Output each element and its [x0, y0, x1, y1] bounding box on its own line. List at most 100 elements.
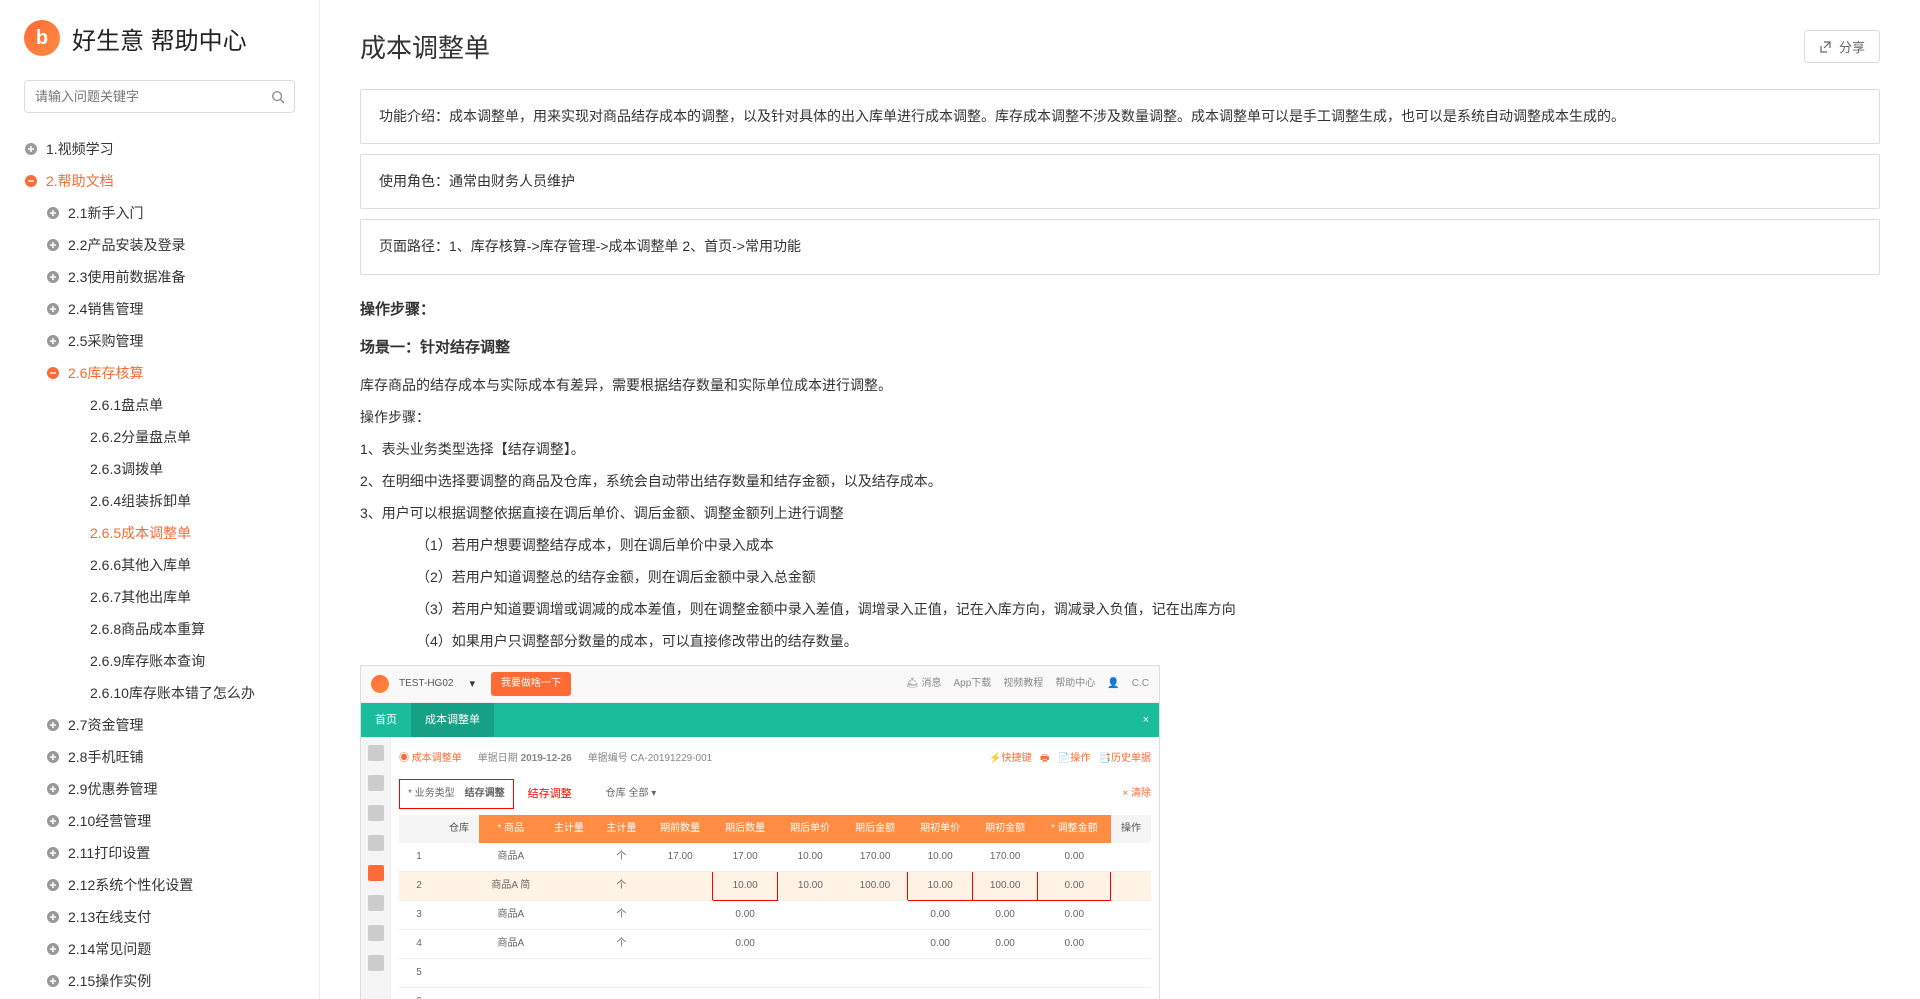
mock-table: 仓库* 商品主计量主计量期前数量期后数量期后单价期后金额期初单价期初金额* 调整…: [399, 815, 1151, 999]
mock-org: TEST-HG02: [399, 674, 453, 694]
plus-icon: [24, 142, 38, 156]
nav-2-6[interactable]: 2.6库存核算: [46, 357, 295, 389]
path-box: 页面路径：1、库存核算->库存管理->成本调整单 2、首页->常用功能: [360, 219, 1880, 274]
nav-2-6-9[interactable]: 2.6.9库存账本查询: [90, 645, 295, 677]
mock-cell: [1111, 958, 1151, 987]
mock-row: 1商品A个17.0017.0010.00170.0010.00170.000.0…: [399, 843, 1151, 872]
plus-icon: [46, 942, 60, 956]
mock-biztype-redbox: * 业务类型 结存调整: [399, 779, 514, 809]
nav-2-6-3[interactable]: 2.6.3调拨单: [90, 453, 295, 485]
mock-cell: 个: [595, 900, 648, 929]
nav-2-8[interactable]: 2.8手机旺铺: [46, 741, 295, 773]
mock-cell: [1111, 871, 1151, 900]
nav-2-7[interactable]: 2.7资金管理: [46, 709, 295, 741]
mock-cell: [595, 987, 648, 999]
nav-2-1[interactable]: 2.1新手入门: [46, 197, 295, 229]
nav-2-9[interactable]: 2.9优惠券管理: [46, 773, 295, 805]
nav-2-6-5[interactable]: 2.6.5成本调整单: [90, 517, 295, 549]
sub2: （2）若用户知道调整总的结存金额，则在调后金额中录入总金额: [360, 563, 1880, 591]
role-box: 使用角色：通常由财务人员维护: [360, 154, 1880, 209]
nav-2-2[interactable]: 2.2产品安装及登录: [46, 229, 295, 261]
mock-cell: [1111, 843, 1151, 872]
nav-2-6-4[interactable]: 2.6.4组装拆卸单: [90, 485, 295, 517]
path-text: 1、库存核算->库存管理->成本调整单 2、首页->常用功能: [449, 238, 801, 254]
nav-2-6-7[interactable]: 2.6.7其他出库单: [90, 581, 295, 613]
mock-cell: [439, 871, 479, 900]
nav-2-6-1[interactable]: 2.6.1盘点单: [90, 389, 295, 421]
nav-2-15[interactable]: 2.15操作实例: [46, 965, 295, 997]
content-block: 操作步骤： 场景一：针对结存调整 库存商品的结存成本与实际成本有差异，需要根据结…: [360, 295, 1880, 999]
steps2-label: 操作步骤：: [360, 403, 1880, 431]
mock-cell: 0.00: [713, 900, 778, 929]
mock-cell: [778, 929, 843, 958]
intro-box: 功能介绍：成本调整单，用来实现对商品结存成本的调整，以及针对具体的出入库单进行成…: [360, 89, 1880, 144]
mock-topbar: TEST-HG02 ▾ 我要做啥一下 🛎 消息 App下载 视频教程 帮助中心 …: [361, 666, 1159, 703]
scene1-desc: 库存商品的结存成本与实际成本有差异，需要根据结存数量和实际单位成本进行调整。: [360, 371, 1880, 399]
plus-icon: [46, 302, 60, 316]
mock-cell: [595, 958, 648, 987]
mock-cell: [843, 900, 908, 929]
mock-th: 主计量: [595, 815, 648, 843]
page-title: 成本调整单: [360, 28, 490, 65]
nav-item-docs[interactable]: 2.帮助文档: [24, 165, 295, 197]
mock-side-icon: [368, 955, 384, 971]
nav-2-12[interactable]: 2.12系统个性化设置: [46, 869, 295, 901]
logo-row: b 好生意 帮助中心: [24, 20, 295, 56]
mock-body: ◉ 成本调整单 单据日期 2019-12-26 单据编号 CA-20191229…: [361, 737, 1159, 999]
plus-icon: [46, 270, 60, 284]
nav-2-3[interactable]: 2.3使用前数据准备: [46, 261, 295, 293]
mock-cell: [713, 958, 778, 987]
mock-cell: [543, 900, 596, 929]
mock-row: 5: [399, 958, 1151, 987]
mock-cell: 10.00: [908, 871, 973, 900]
share-button[interactable]: 分享: [1804, 30, 1880, 63]
sub4: （4）如果用户只调整部分数量的成本，可以直接修改带出的结存数量。: [360, 627, 1880, 655]
mock-bell-icon: 🛎 消息: [906, 674, 941, 694]
mock-th: 期初单价: [908, 815, 973, 843]
mock-close-icon: ×: [1133, 703, 1159, 737]
mock-cell: 0.00: [1038, 929, 1111, 958]
nav-2-4[interactable]: 2.4销售管理: [46, 293, 295, 325]
plus-icon: [46, 782, 60, 796]
nav-2-11[interactable]: 2.11打印设置: [46, 837, 295, 869]
search-input[interactable]: [24, 80, 295, 113]
nav-2-6-2[interactable]: 2.6.2分量盘点单: [90, 421, 295, 453]
nav-2-6-6[interactable]: 2.6.6其他入库单: [90, 549, 295, 581]
mock-cell: 商品A: [479, 929, 543, 958]
mock-cell: [648, 929, 713, 958]
nav-children-docs: 2.1新手入门 2.2产品安装及登录 2.3使用前数据准备 2.4销售管理 2.…: [24, 197, 295, 997]
scene1-title: 场景一：针对结存调整: [360, 333, 1880, 363]
role-label: 使用角色：: [379, 173, 449, 189]
step3: 3、用户可以根据调整依据直接在调后单价、调后金额、调整金额列上进行调整: [360, 499, 1880, 527]
mock-cell: [439, 900, 479, 929]
mock-th: 期后单价: [778, 815, 843, 843]
nav-2-5[interactable]: 2.5采购管理: [46, 325, 295, 357]
path-label: 页面路径：: [379, 238, 449, 254]
mock-th: 期后数量: [713, 815, 778, 843]
nav-2-14[interactable]: 2.14常见问题: [46, 933, 295, 965]
mock-cell: 2: [399, 871, 439, 900]
search-icon[interactable]: [271, 90, 285, 104]
mock-th: 期后金额: [843, 815, 908, 843]
mock-cell: [543, 843, 596, 872]
mock-th: * 商品: [479, 815, 543, 843]
nav-2-6-8[interactable]: 2.6.8商品成本重算: [90, 613, 295, 645]
nav-2-6-10[interactable]: 2.6.10库存账本错了怎么办: [90, 677, 295, 709]
mock-cell: [479, 958, 543, 987]
mock-th: [399, 815, 439, 843]
mock-cell: [1111, 987, 1151, 999]
mock-cell: [543, 958, 596, 987]
mock-cell: [908, 987, 973, 999]
mock-cell: 个: [595, 871, 648, 900]
nav-2-13[interactable]: 2.13在线支付: [46, 901, 295, 933]
step2: 2、在明细中选择要调整的商品及仓库，系统会自动带出结存数量和结存金额，以及结存成…: [360, 467, 1880, 495]
role-text: 通常由财务人员维护: [449, 173, 575, 189]
nav-item-video[interactable]: 1.视频学习: [24, 133, 295, 165]
plus-icon: [46, 846, 60, 860]
mock-cell: 10.00: [778, 871, 843, 900]
intro-label: 功能介绍：: [379, 108, 449, 124]
mock-side-icon: [368, 835, 384, 851]
mock-th: 主计量: [543, 815, 596, 843]
nav-2-10[interactable]: 2.10经营管理: [46, 805, 295, 837]
mock-side-icon: [368, 925, 384, 941]
